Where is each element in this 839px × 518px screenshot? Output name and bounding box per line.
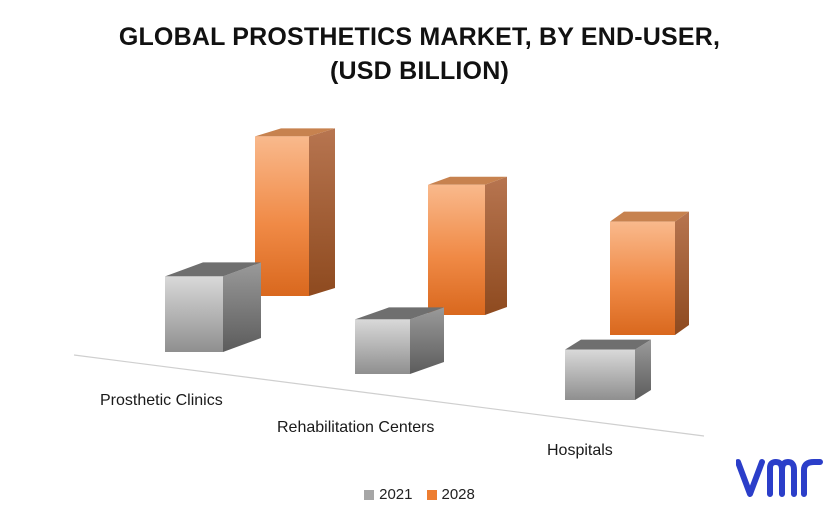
chart-title-line-1: GLOBAL PROSTHETICS MARKET, BY END-USER, — [118, 23, 721, 51]
legend-label-2021: 2021 — [379, 486, 413, 503]
bar-2021-prosthetic-clinics-side — [223, 262, 261, 352]
vmr-logo-icon — [736, 459, 823, 497]
bar-2021-prosthetic-clinics — [165, 262, 261, 352]
bar-2028-prosthetic-clinics-top — [255, 128, 335, 137]
bar-2021-rehabilitation-centers-front — [355, 319, 410, 374]
bar-2021-hospitals-side — [635, 339, 651, 400]
bar-2021-prosthetic-clinics-front — [165, 276, 223, 352]
bar-2021-prosthetic-clinics-top — [165, 262, 261, 277]
chart-title: GLOBAL PROSTHETICS MARKET, BY END-USER, … — [0, 20, 839, 88]
chart-title-line-2: (USD BILLION) — [330, 57, 509, 85]
bar-2028-hospitals-top — [610, 211, 689, 222]
legend-label-2028: 2028 — [441, 486, 475, 503]
bar-2028-prosthetic-clinics-side — [309, 128, 335, 296]
legend-swatch-2021 — [364, 489, 375, 500]
bar-2028-rehabilitation-centers-top — [428, 176, 507, 185]
bar-2028-rehabilitation-centers — [428, 176, 507, 315]
category-labels: Prosthetic Clinics Rehabilitation Centers… — [100, 392, 613, 459]
category-label-prosthetic-clinics: Prosthetic Clinics — [100, 392, 223, 409]
bar-2021-hospitals — [565, 339, 651, 400]
legend-swatch-2028 — [426, 489, 437, 500]
category-label-rehabilitation-centers: Rehabilitation Centers — [277, 419, 434, 436]
bar-2021-hospitals-top — [565, 339, 651, 350]
legend: 2021 2028 — [0, 486, 839, 503]
bar-2021-rehabilitation-centers — [355, 307, 444, 374]
bar-2028-prosthetic-clinics-front — [255, 136, 309, 296]
legend-item-2021: 2021 — [364, 486, 413, 503]
bar-2028-rehabilitation-centers-front — [428, 184, 485, 315]
bar-2021-rehabilitation-centers-top — [355, 307, 444, 320]
bar-2028-hospitals-side — [675, 211, 689, 335]
bar-2021-hospitals-front — [565, 349, 635, 400]
bar-2028-rehabilitation-centers-side — [485, 176, 507, 315]
legend-item-2028: 2028 — [426, 486, 475, 503]
bar-2028-hospitals — [610, 211, 689, 335]
category-label-hospitals: Hospitals — [547, 442, 613, 459]
bar-2021-rehabilitation-centers-side — [410, 307, 444, 374]
bars-group — [165, 128, 689, 400]
floor-line — [73, 354, 705, 437]
bar-2028-prosthetic-clinics — [255, 128, 335, 296]
bar-2028-hospitals-front — [610, 221, 675, 335]
